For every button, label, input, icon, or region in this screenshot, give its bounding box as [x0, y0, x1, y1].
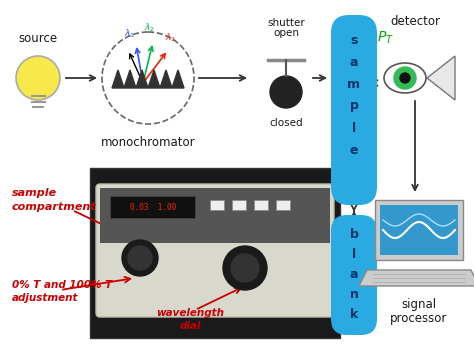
Bar	[375, 200, 463, 260]
Circle shape	[128, 246, 152, 270]
Polygon shape	[112, 70, 124, 88]
FancyBboxPatch shape	[96, 184, 334, 317]
Text: 0% T and 100% T: 0% T and 100% T	[12, 280, 112, 290]
Text: compartment: compartment	[12, 202, 97, 212]
Text: adjustment: adjustment	[12, 293, 79, 303]
Bar	[276, 200, 290, 210]
Polygon shape	[160, 70, 172, 88]
Text: n: n	[349, 287, 358, 301]
Bar	[100, 188, 330, 243]
Text: signal: signal	[401, 298, 437, 311]
Polygon shape	[148, 70, 160, 88]
Polygon shape	[136, 70, 148, 88]
Text: shutter: shutter	[267, 18, 305, 28]
Circle shape	[223, 246, 267, 290]
Bar	[210, 200, 224, 210]
Text: closed: closed	[269, 118, 303, 128]
Text: m: m	[347, 78, 361, 90]
Circle shape	[102, 32, 194, 124]
Circle shape	[394, 67, 416, 89]
Text: $\lambda_2$: $\lambda_2$	[144, 21, 155, 33]
Text: a: a	[350, 55, 358, 69]
Circle shape	[400, 73, 410, 83]
Text: monochromator: monochromator	[100, 136, 195, 149]
Text: $P_T$: $P_T$	[377, 30, 394, 46]
Text: b: b	[349, 228, 358, 240]
Text: k: k	[350, 308, 358, 321]
Text: 0.03  1.00: 0.03 1.00	[130, 204, 176, 213]
Circle shape	[231, 254, 259, 282]
FancyBboxPatch shape	[331, 15, 377, 205]
Ellipse shape	[384, 63, 426, 93]
Bar	[110, 196, 195, 218]
Text: $P_0$: $P_0$	[377, 230, 393, 246]
Text: source: source	[18, 32, 57, 45]
FancyBboxPatch shape	[331, 215, 377, 335]
Text: $\lambda_3$: $\lambda_3$	[165, 31, 176, 44]
Circle shape	[16, 56, 60, 100]
Polygon shape	[359, 270, 474, 286]
Text: open: open	[273, 28, 299, 38]
Text: s: s	[350, 33, 358, 47]
Circle shape	[122, 240, 158, 276]
Text: l: l	[352, 247, 356, 261]
Text: detector: detector	[390, 15, 440, 28]
Polygon shape	[124, 70, 136, 88]
Bar	[380, 205, 458, 255]
Polygon shape	[172, 70, 184, 88]
Text: p: p	[349, 100, 358, 112]
Text: wavelength: wavelength	[156, 308, 224, 318]
Bar	[254, 200, 268, 210]
Text: dial: dial	[179, 321, 201, 331]
Text: sample: sample	[12, 188, 57, 198]
Text: a: a	[350, 268, 358, 280]
Text: processor: processor	[390, 312, 447, 325]
Text: e: e	[350, 143, 358, 157]
Text: $\lambda_1$: $\lambda_1$	[124, 27, 135, 40]
Polygon shape	[427, 56, 455, 100]
Bar	[90, 168, 340, 338]
Text: l: l	[352, 121, 356, 134]
Circle shape	[270, 76, 302, 108]
Bar	[232, 200, 246, 210]
